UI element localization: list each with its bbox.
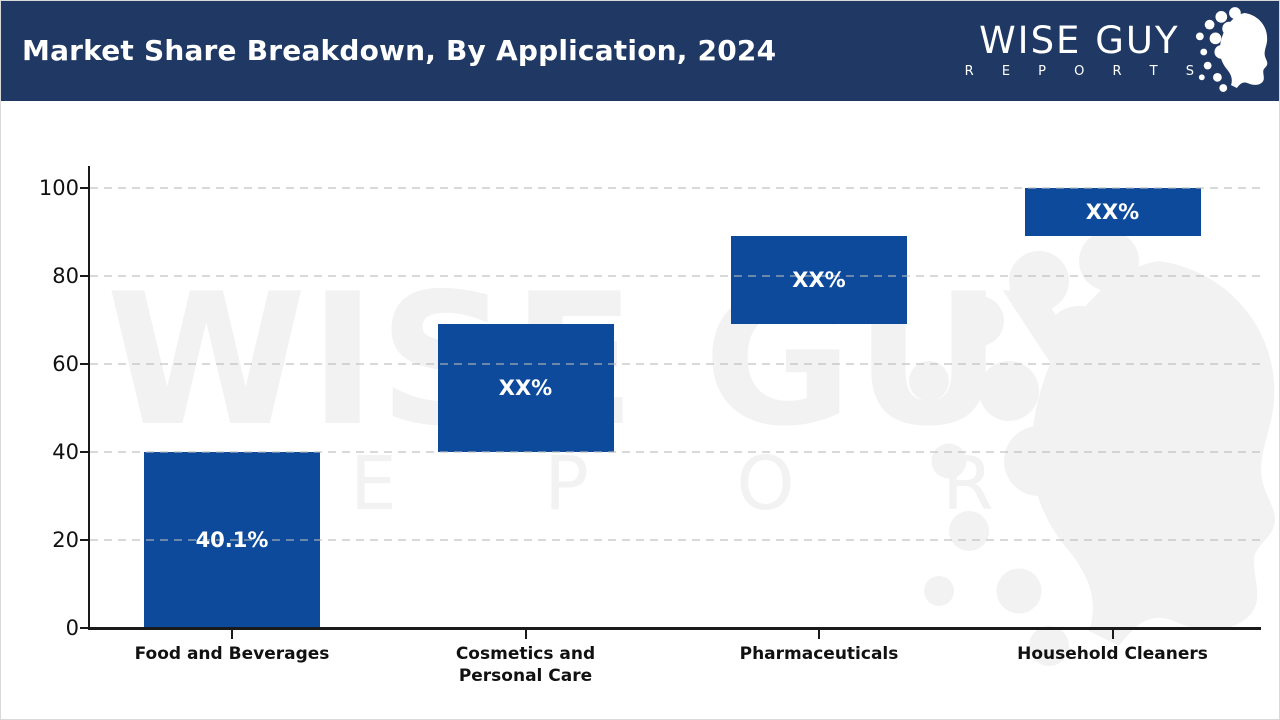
- x-axis-line: [88, 627, 1261, 630]
- logo-subname: R E P O R T S: [964, 64, 1206, 79]
- header-bar: Market Share Breakdown, By Application, …: [1, 1, 1279, 101]
- gridline-60: [90, 363, 1261, 365]
- logo-name: WISE GUY: [979, 19, 1180, 62]
- x-axis-label-line: Pharmaceuticals: [739, 644, 899, 664]
- watermark-wiseguy-text: WISE GUY: [106, 254, 1139, 466]
- x-axis-label-food-and-beverages: Food and Beverages: [87, 643, 377, 665]
- bar-household-cleaners: [1024, 188, 1201, 236]
- x-axis-label-line: Personal Care: [458, 666, 593, 687]
- y-tick-mark-20: [80, 539, 90, 541]
- y-tick-label-100: 100: [38, 176, 79, 200]
- gridline-100: [90, 187, 1261, 189]
- x-axis-label-line: Cosmetics and: [455, 644, 596, 664]
- gridline-80: [90, 275, 1261, 277]
- bar-value-label-cosmetics-and-personal-care: XX%: [498, 375, 553, 400]
- x-axis-label-household-cleaners: Household Cleaners: [968, 643, 1258, 665]
- gridline-20: [90, 539, 1261, 541]
- logo-text: WISE GUY R E P O R T S: [953, 22, 1206, 79]
- y-tick-label-0: 0: [65, 616, 79, 640]
- x-axis-label-line: Food and Beverages: [134, 644, 330, 664]
- chart-title: Market Share Breakdown, By Application, …: [22, 34, 777, 67]
- y-tick-mark-80: [80, 275, 90, 277]
- bar-value-label-food-and-beverages: 40.1%: [195, 527, 269, 552]
- x-tick-mark-cosmetics-and-personal-care: [524, 630, 527, 639]
- gridline-40: [90, 451, 1261, 453]
- x-axis-label-pharmaceuticals: Pharmaceuticals: [674, 643, 964, 665]
- wise-guy-logo: WISE GUY R E P O R T S: [953, 6, 1272, 95]
- logo-head-icon: [1195, 6, 1268, 92]
- x-axis-label-line: Household Cleaners: [1017, 644, 1208, 664]
- y-tick-label-20: 20: [52, 528, 79, 552]
- y-tick-label-40: 40: [52, 440, 79, 464]
- y-axis-line: [88, 166, 90, 630]
- y-tick-label-80: 80: [52, 264, 79, 288]
- bar-cosmetics-and-personal-care: [437, 323, 614, 452]
- x-tick-mark-food-and-beverages: [231, 630, 233, 639]
- x-tick-mark-household-cleaners: [1111, 630, 1114, 639]
- y-tick-mark-100: [80, 187, 90, 189]
- y-tick-label-60: 60: [52, 352, 79, 376]
- y-tick-mark-0: [80, 627, 90, 629]
- y-tick-mark-40: [80, 451, 90, 453]
- bar-value-label-household-cleaners: XX%: [1085, 199, 1140, 224]
- bar-pharmaceuticals: [731, 235, 907, 324]
- bar-value-label-pharmaceuticals: XX%: [792, 267, 846, 292]
- y-tick-mark-60: [80, 363, 90, 365]
- x-axis-label-cosmetics-and-personal-care: Cosmetics and Personal Care: [381, 643, 671, 687]
- x-tick-mark-pharmaceuticals: [818, 630, 820, 639]
